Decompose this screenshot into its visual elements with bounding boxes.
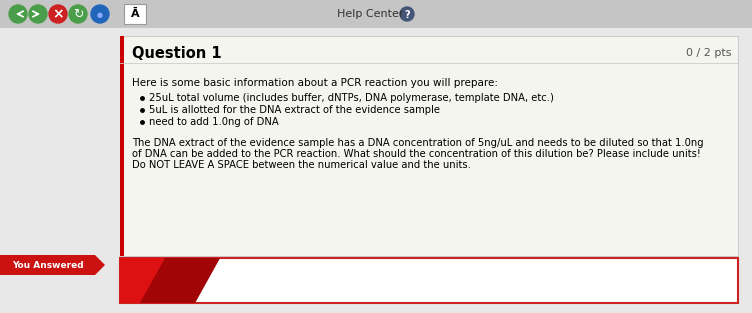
Circle shape [49, 5, 67, 23]
Text: of DNA can be added to the PCR reaction. What should the concentration of this d: of DNA can be added to the PCR reaction.… [132, 149, 701, 159]
Text: 0 / 2 pts: 0 / 2 pts [687, 48, 732, 58]
Text: 25uL total volume (includes buffer, dNTPs, DNA polymerase, template DNA, etc.): 25uL total volume (includes buffer, dNTP… [149, 93, 554, 103]
Circle shape [91, 5, 109, 23]
Circle shape [69, 5, 87, 23]
Text: Here is some basic information about a PCR reaction you will prepare:: Here is some basic information about a P… [132, 78, 498, 88]
Text: ×: × [52, 8, 64, 22]
Text: need to add 1.0ng of DNA: need to add 1.0ng of DNA [149, 117, 279, 127]
Polygon shape [0, 255, 105, 275]
Text: Question 1: Question 1 [132, 45, 222, 60]
FancyBboxPatch shape [120, 36, 738, 256]
FancyBboxPatch shape [120, 36, 124, 256]
Text: Ā: Ā [131, 9, 139, 19]
Text: 5uL is allotted for the DNA extract of the evidence sample: 5uL is allotted for the DNA extract of t… [149, 105, 440, 115]
Text: You Answered: You Answered [12, 260, 83, 269]
Text: ?: ? [404, 9, 410, 19]
Text: The DNA extract of the evidence sample has a DNA concentration of 5ng/uL and nee: The DNA extract of the evidence sample h… [132, 138, 704, 148]
Circle shape [9, 5, 27, 23]
Text: Help Center: Help Center [337, 9, 403, 19]
Text: ●: ● [97, 12, 103, 18]
FancyBboxPatch shape [120, 258, 738, 303]
Polygon shape [140, 258, 220, 303]
Text: Do NOT LEAVE A SPACE between the numerical value and the units.: Do NOT LEAVE A SPACE between the numeric… [132, 160, 471, 170]
Circle shape [400, 7, 414, 21]
Circle shape [29, 5, 47, 23]
FancyBboxPatch shape [0, 28, 752, 313]
FancyBboxPatch shape [0, 0, 752, 28]
FancyBboxPatch shape [124, 4, 146, 24]
Polygon shape [120, 258, 220, 303]
Text: ↻: ↻ [73, 8, 83, 21]
